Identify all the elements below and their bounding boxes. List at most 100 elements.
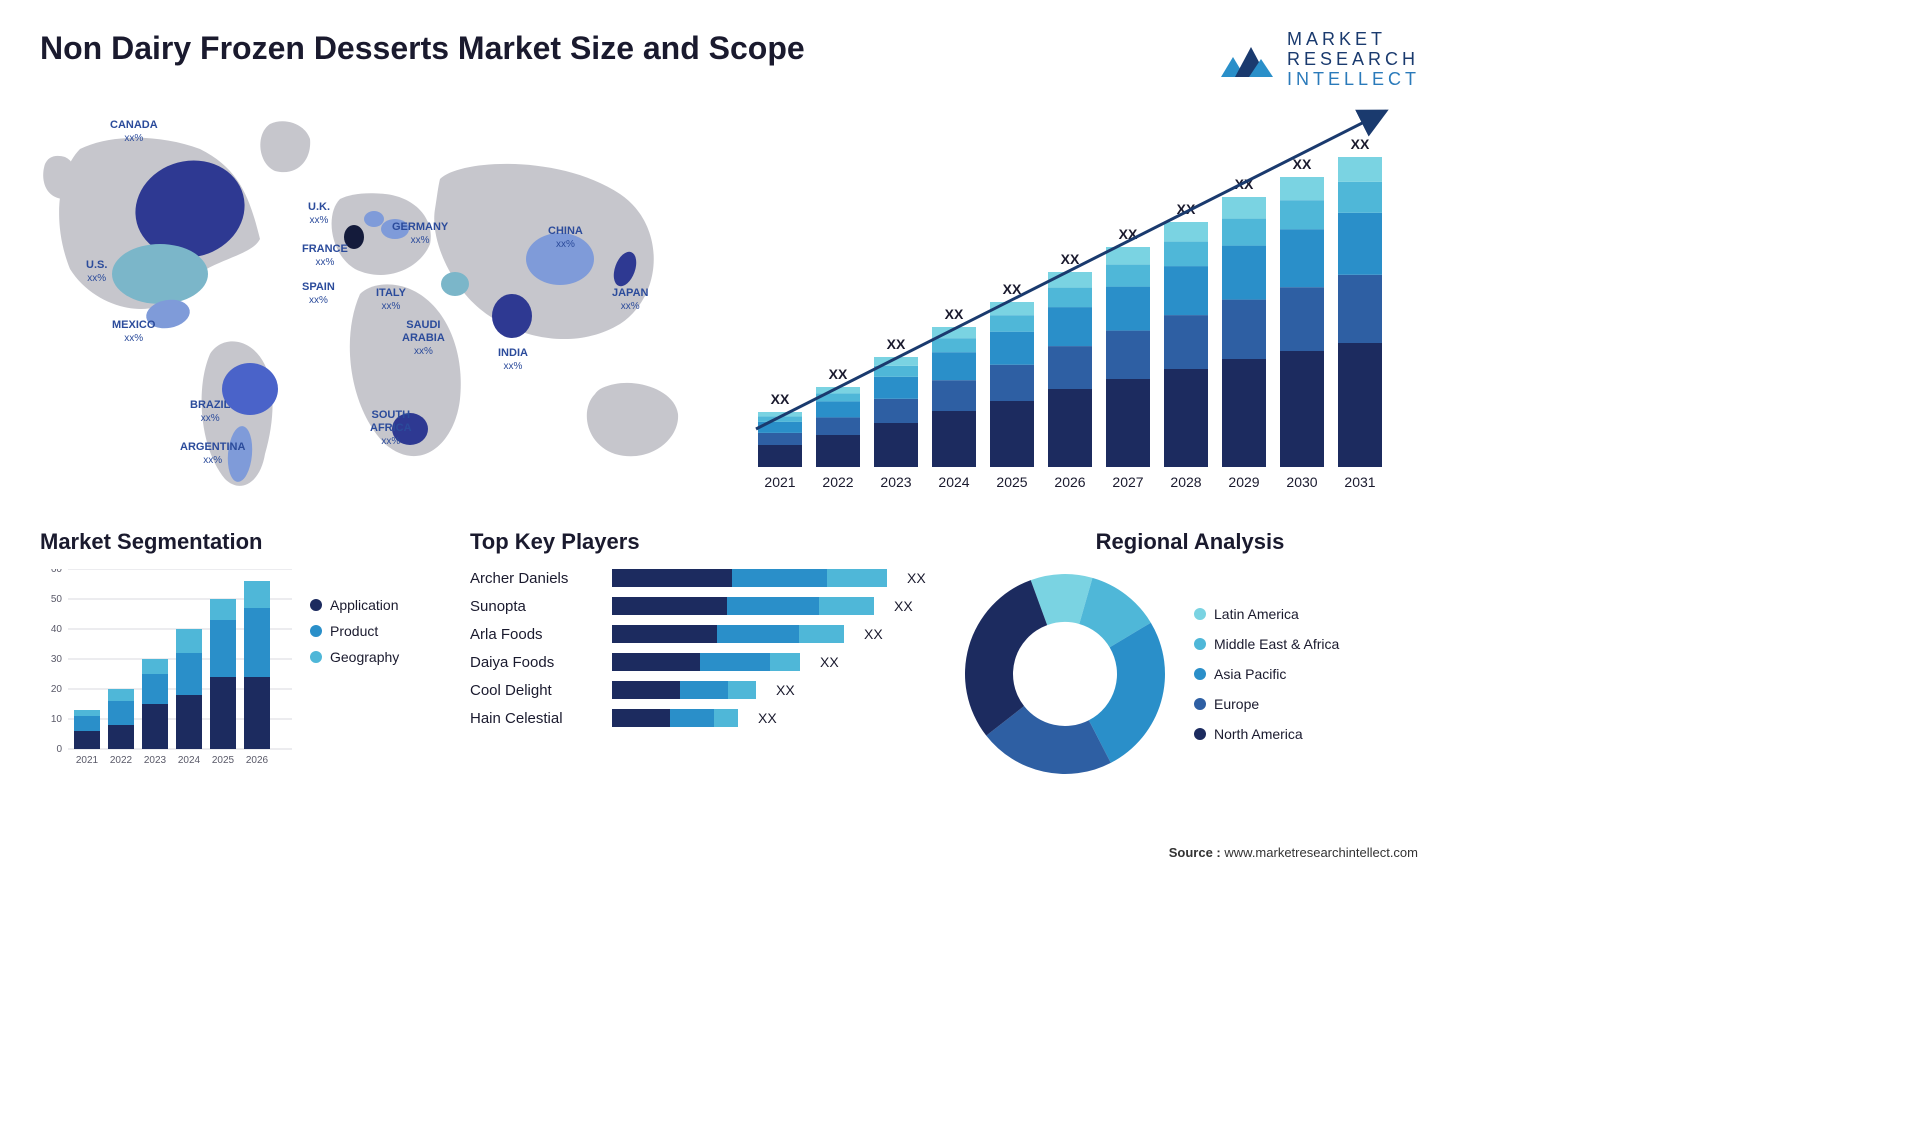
player-bar-seg (714, 709, 738, 727)
legend-swatch (310, 599, 322, 611)
legend-swatch (1194, 728, 1206, 740)
svg-text:2029: 2029 (1228, 474, 1259, 490)
svg-text:2023: 2023 (880, 474, 911, 490)
map-country-label: GERMANYxx% (392, 221, 448, 246)
map-country-label: SOUTHAFRICAxx% (370, 409, 412, 447)
map-country-label: CHINAxx% (548, 225, 583, 250)
map-country-label: SAUDIARABIAxx% (402, 319, 445, 357)
svg-text:2028: 2028 (1170, 474, 1201, 490)
svg-text:30: 30 (51, 654, 63, 665)
player-value: XX (812, 654, 839, 670)
player-row: Hain Celestial XX (470, 709, 930, 727)
legend-item: Europe (1194, 696, 1339, 712)
legend-swatch (1194, 638, 1206, 650)
svg-text:2021: 2021 (764, 474, 795, 490)
svg-text:2023: 2023 (144, 755, 167, 766)
player-bar (612, 569, 887, 587)
segmentation-chart: 0102030405060202120222023202420252026 (40, 569, 292, 789)
logo-line3: INTELLECT (1287, 70, 1420, 90)
map-country-label: ITALYxx% (376, 287, 406, 312)
map-country-label: U.K.xx% (308, 201, 330, 226)
svg-text:2025: 2025 (996, 474, 1027, 490)
source-attribution: Source : www.marketresearchintellect.com (1169, 845, 1418, 860)
player-name: Hain Celestial (470, 710, 600, 727)
legend-item: Application (310, 597, 399, 613)
map-country-label: CANADAxx% (110, 119, 158, 144)
svg-text:XX: XX (1293, 156, 1312, 172)
legend-item: Product (310, 623, 399, 639)
map-country-label: U.S.xx% (86, 259, 107, 284)
page-title: Non Dairy Frozen Desserts Market Size an… (40, 30, 805, 67)
legend-swatch (1194, 608, 1206, 620)
legend-label: Asia Pacific (1214, 666, 1286, 682)
forecast-chart-panel: XX2021XX2022XX2023XX2024XX2025XX2026XX20… (750, 109, 1420, 499)
legend-swatch (310, 651, 322, 663)
brand-logo: MARKET RESEARCH INTELLECT (1219, 30, 1420, 89)
svg-text:60: 60 (51, 569, 63, 575)
player-row: Archer DanielsXX (470, 569, 930, 587)
legend-label: Geography (330, 649, 399, 665)
player-bar (612, 597, 874, 615)
forecast-chart: XX2021XX2022XX2023XX2024XX2025XX2026XX20… (750, 109, 1410, 499)
logo-icon (1219, 37, 1275, 83)
player-bar-seg (612, 709, 670, 727)
svg-text:XX: XX (1351, 136, 1370, 152)
player-name: Arla Foods (470, 626, 600, 643)
key-players-list: Archer DanielsXXSunoptaXXArla FoodsXXDai… (470, 569, 930, 727)
svg-text:XX: XX (829, 366, 848, 382)
svg-text:XX: XX (887, 336, 906, 352)
regional-legend: Latin America Middle East & Africa Asia Pa… (1194, 606, 1339, 742)
regional-title: Regional Analysis (960, 529, 1420, 555)
map-country-label: MEXICOxx% (112, 319, 155, 344)
legend-label: Product (330, 623, 378, 639)
player-bar-seg (612, 569, 732, 587)
logo-line2: RESEARCH (1287, 50, 1420, 70)
player-bar-seg (612, 681, 680, 699)
player-bar-seg (700, 653, 770, 671)
player-bar-seg (612, 653, 700, 671)
world-map-panel: CANADAxx%U.S.xx%MEXICOxx%BRAZILxx%ARGENT… (40, 109, 720, 499)
svg-text:10: 10 (51, 714, 63, 725)
player-bar-seg (717, 625, 799, 643)
svg-text:XX: XX (771, 391, 790, 407)
player-bar-seg (819, 597, 874, 615)
svg-text:0: 0 (56, 744, 62, 755)
key-players-title: Top Key Players (470, 529, 930, 555)
svg-text:2026: 2026 (246, 755, 269, 766)
source-label: Source : (1169, 845, 1221, 860)
segmentation-panel: Market Segmentation 01020304050602021202… (40, 529, 440, 789)
segmentation-legend: Application Product Geography (310, 569, 399, 789)
player-name: Daiya Foods (470, 654, 600, 671)
legend-label: Middle East & Africa (1214, 636, 1339, 652)
player-row: SunoptaXX (470, 597, 930, 615)
player-name: Cool Delight (470, 682, 600, 699)
legend-label: Europe (1214, 696, 1259, 712)
svg-text:2022: 2022 (110, 755, 133, 766)
svg-text:2024: 2024 (178, 755, 201, 766)
map-country-label: BRAZILxx% (190, 399, 230, 424)
svg-text:XX: XX (1061, 251, 1080, 267)
player-bar-seg (670, 709, 714, 727)
svg-text:2026: 2026 (1054, 474, 1085, 490)
player-row: Daiya Foods XX (470, 653, 930, 671)
regional-panel: Regional Analysis Latin America Middle Ea… (960, 529, 1420, 789)
legend-item: Latin America (1194, 606, 1339, 622)
legend-label: North America (1214, 726, 1303, 742)
player-bar-seg (732, 569, 827, 587)
svg-text:50: 50 (51, 594, 63, 605)
player-bar (612, 653, 800, 671)
map-country-label: SPAINxx% (302, 281, 335, 306)
player-bar (612, 681, 756, 699)
player-value: XX (750, 710, 777, 726)
source-url: www.marketresearchintellect.com (1224, 845, 1418, 860)
player-value: XX (899, 570, 926, 586)
player-bar-seg (770, 653, 800, 671)
player-name: Sunopta (470, 598, 600, 615)
player-bar-seg (727, 597, 819, 615)
svg-text:2021: 2021 (76, 755, 99, 766)
regional-donut-chart (960, 569, 1170, 779)
legend-swatch (1194, 698, 1206, 710)
player-row: Arla FoodsXX (470, 625, 930, 643)
legend-item: Geography (310, 649, 399, 665)
player-bar-seg (680, 681, 728, 699)
